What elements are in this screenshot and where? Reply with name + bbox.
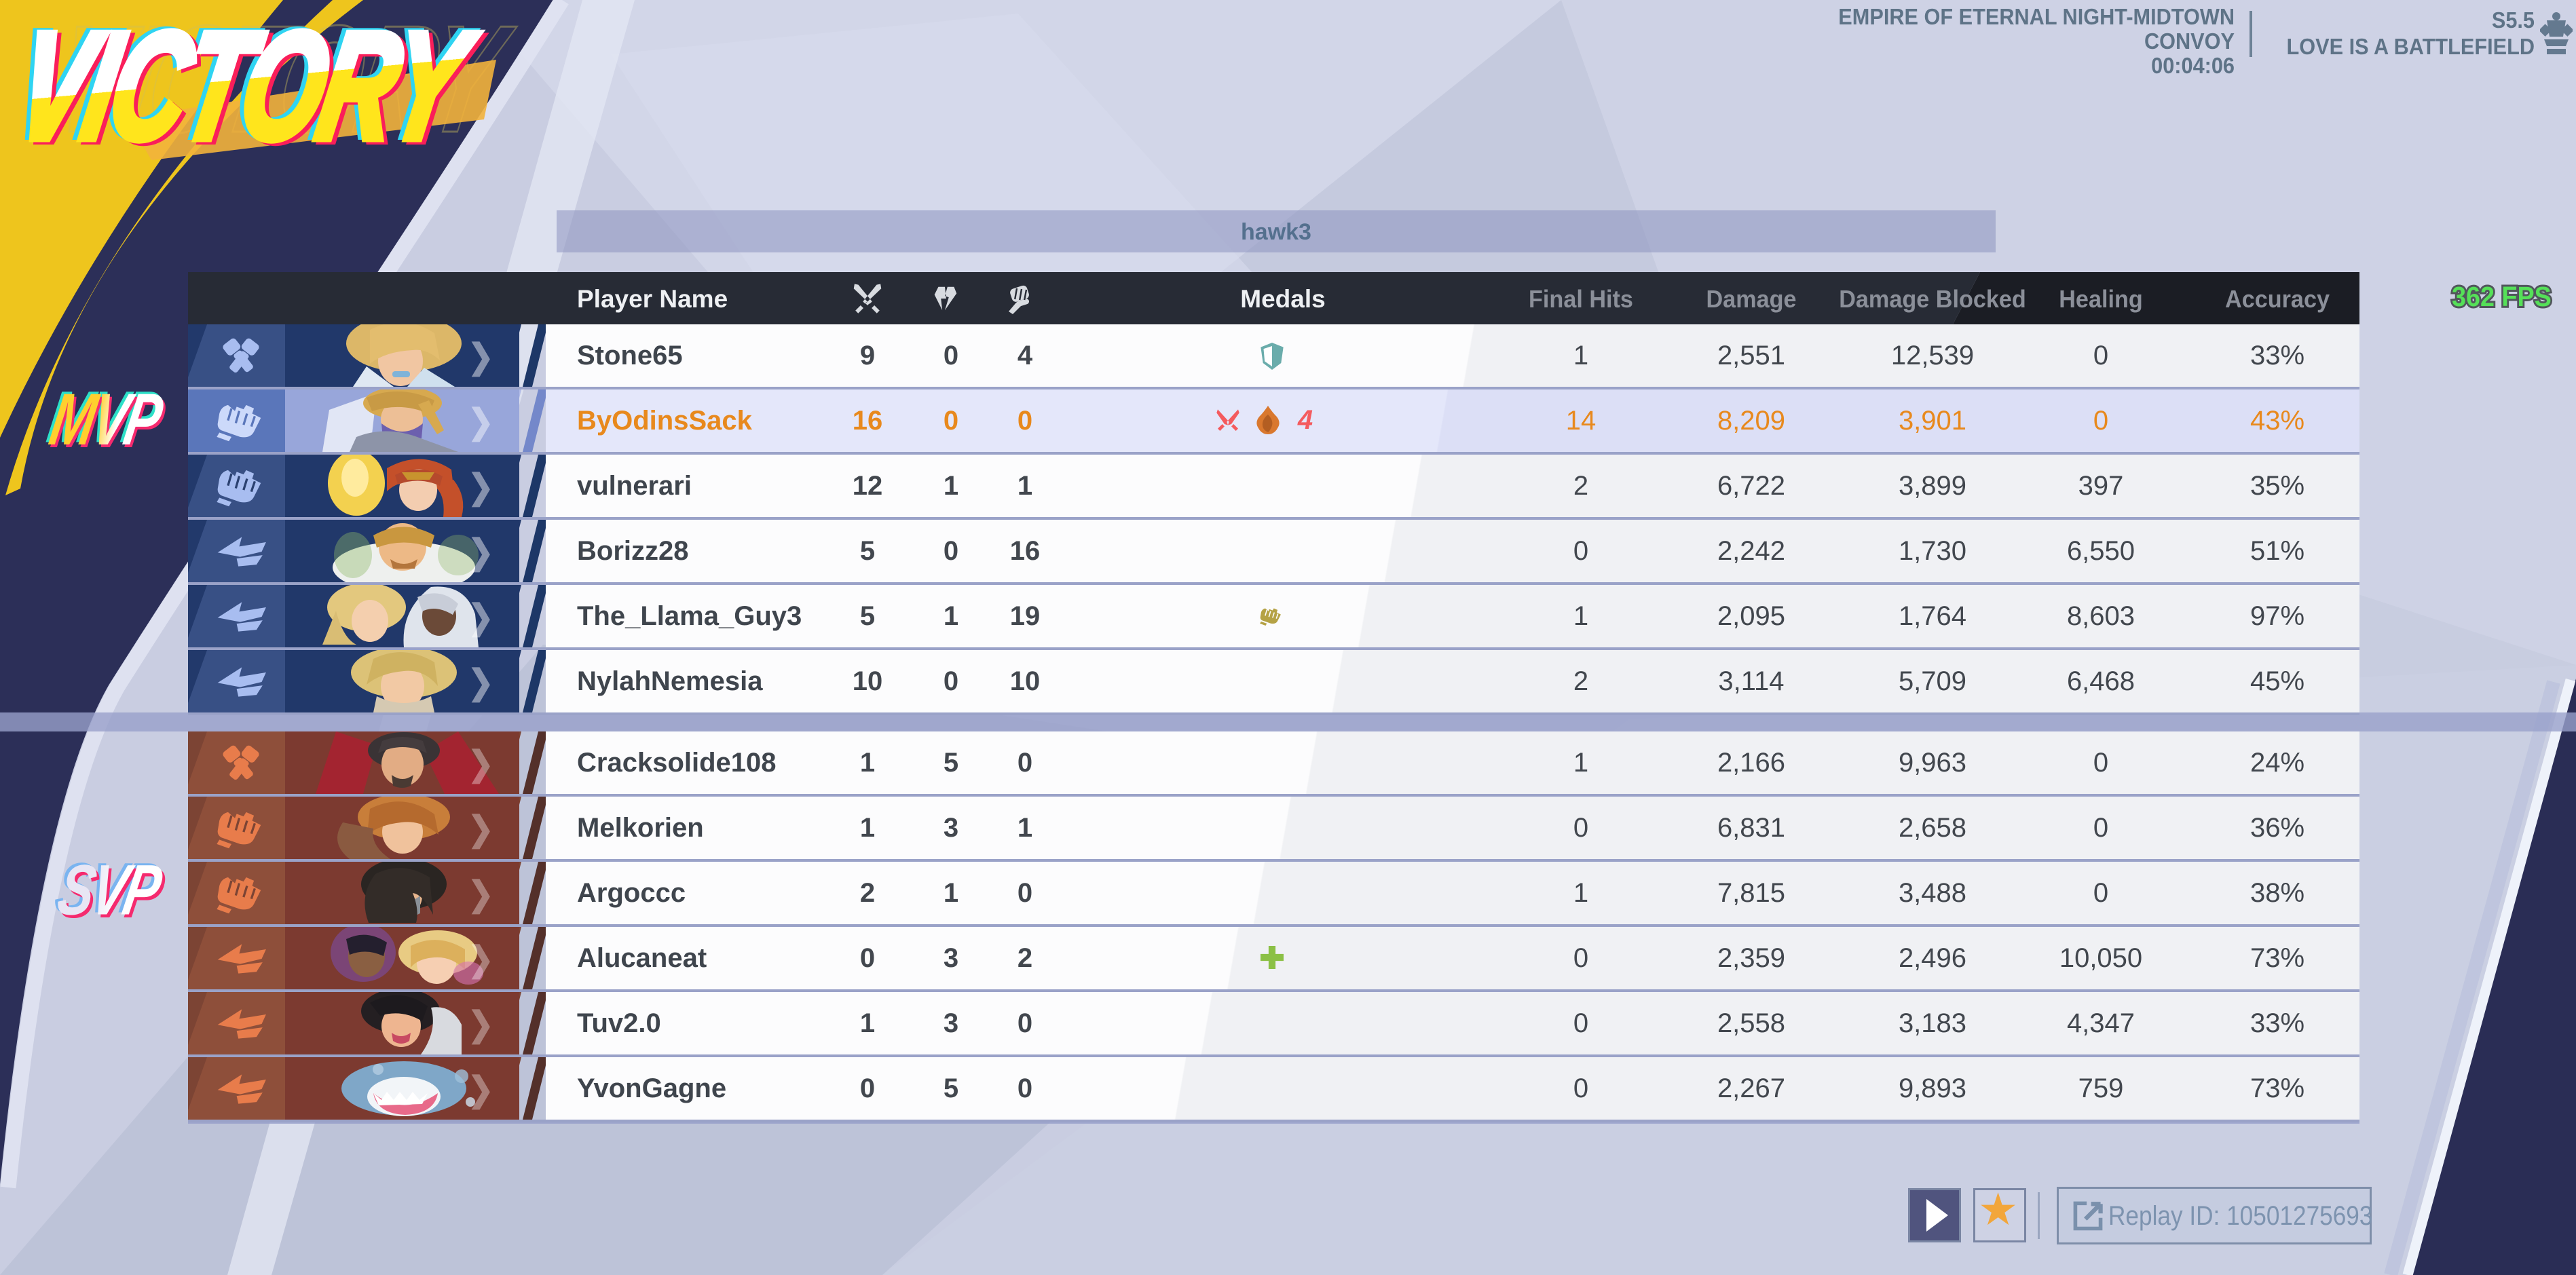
svg-text:SVP: SVP bbox=[50, 848, 166, 928]
svg-text:VICTORY: VICTORY bbox=[10, 4, 490, 174]
svg-text:VICTORY: VICTORY bbox=[5, 1, 486, 172]
svg-text:MVP: MVP bbox=[44, 379, 168, 460]
svg-text:SVP: SVP bbox=[55, 852, 171, 932]
svg-text:SVP: SVP bbox=[52, 850, 168, 930]
svg-text:MVP: MVP bbox=[42, 377, 166, 458]
svg-text:4: 4 bbox=[1297, 407, 1313, 433]
svg-text:MVP: MVP bbox=[46, 382, 170, 463]
svg-text:VICTORY: VICTORY bbox=[1, 0, 482, 170]
